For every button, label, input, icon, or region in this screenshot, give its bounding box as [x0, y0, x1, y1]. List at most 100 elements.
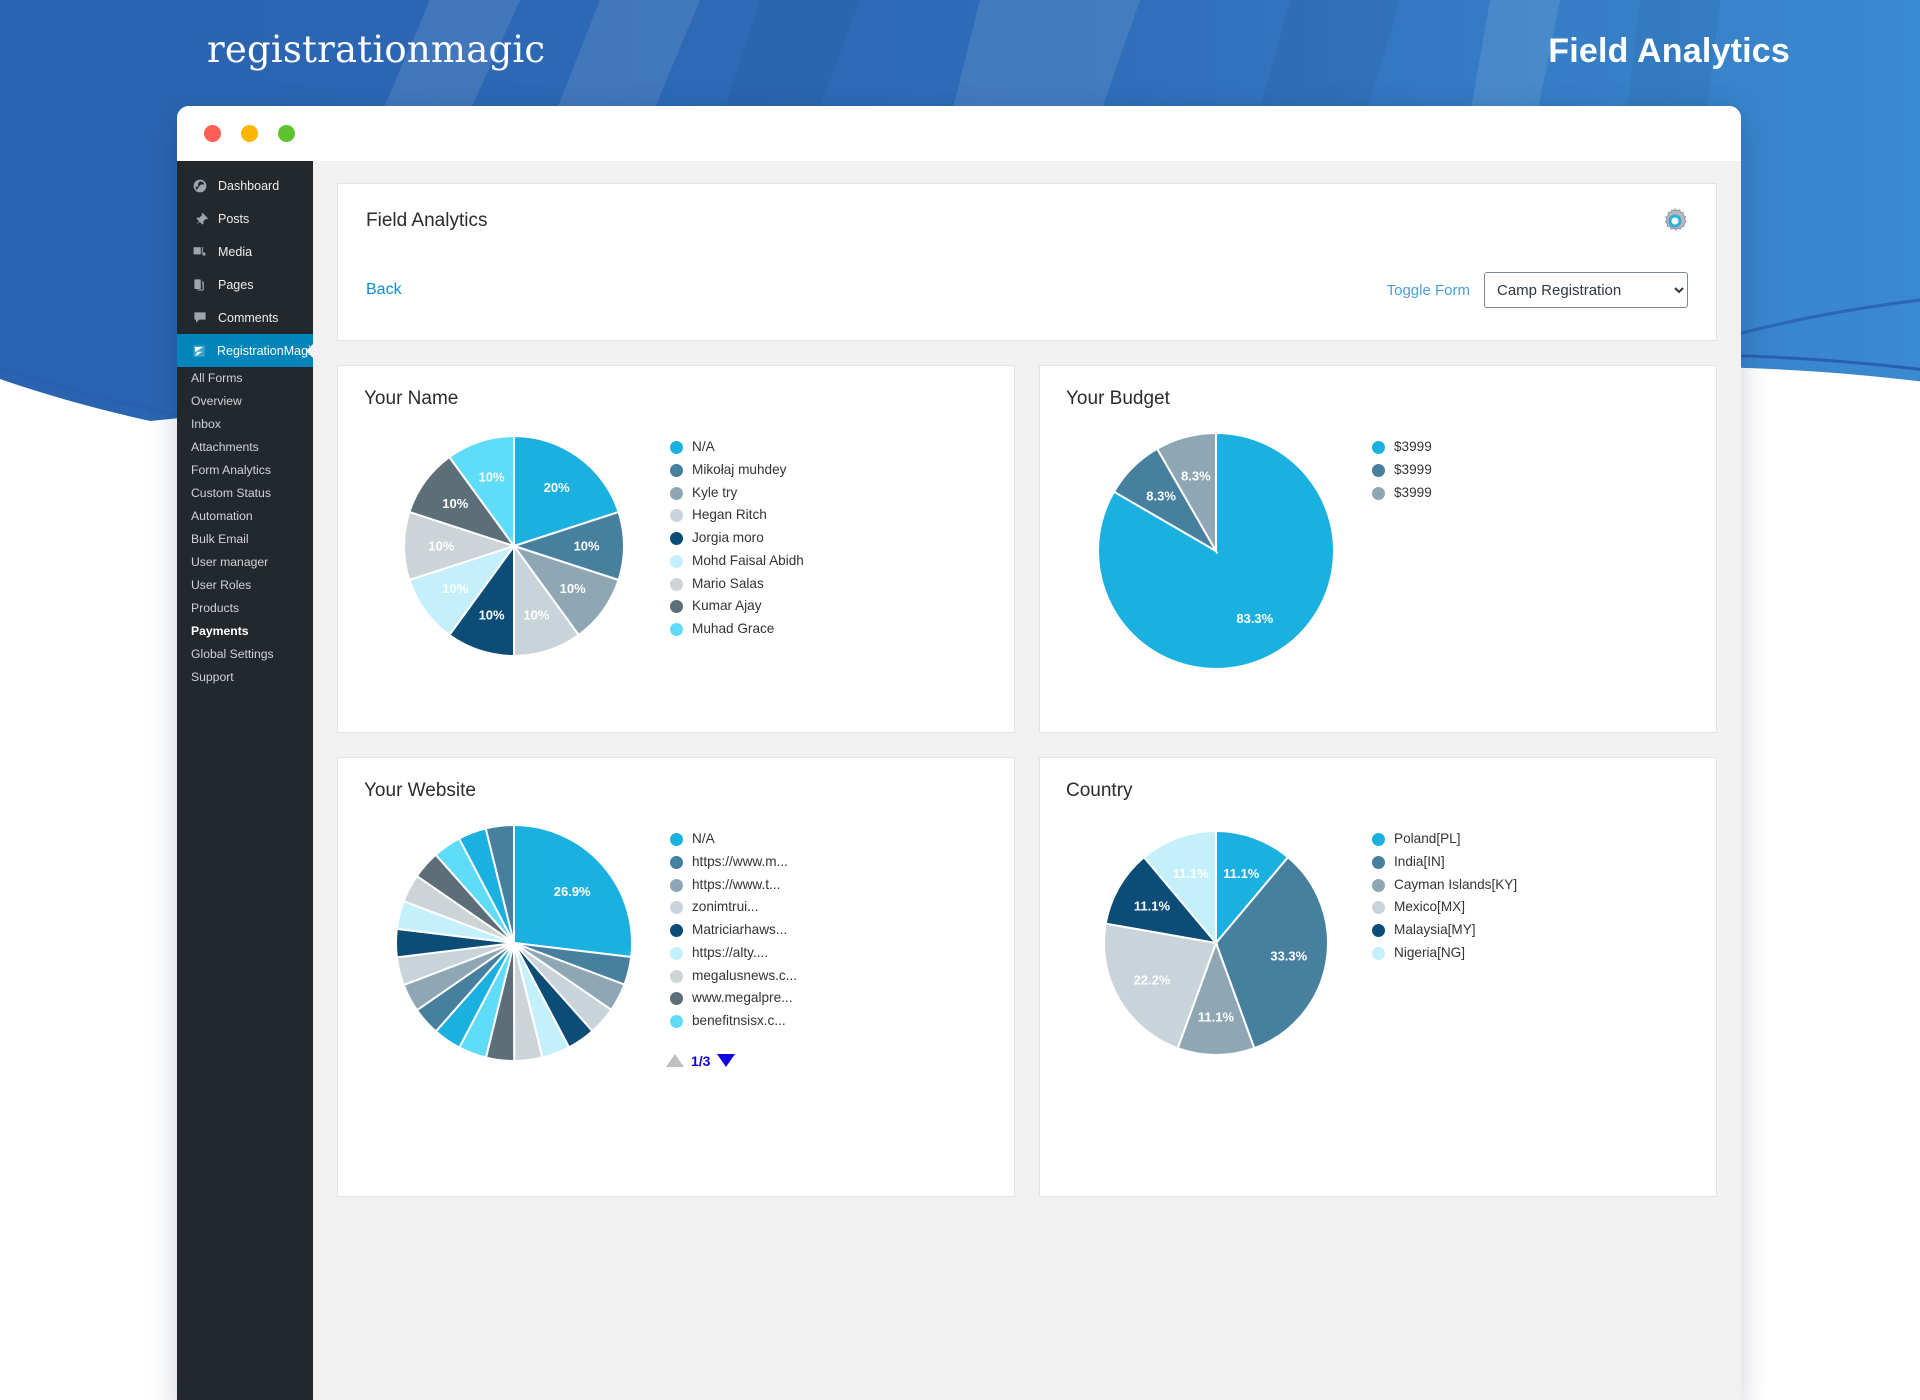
legend-label: https://www.m... [692, 853, 788, 869]
sidebar-item-posts[interactable]: Posts [177, 202, 313, 235]
triangle-down-icon[interactable] [717, 1054, 736, 1068]
legend-label: Hegan Ritch [692, 507, 767, 523]
pie-slice[interactable] [1142, 829, 1217, 946]
sidebar-subitem-form-analytics[interactable]: Form Analytics [191, 463, 271, 477]
dashboard-icon [191, 177, 208, 194]
legend-label: https://alty.... [692, 944, 769, 960]
triangle-up-icon[interactable] [666, 1054, 684, 1068]
sidebar-subitem-user-manager[interactable]: User manager [191, 555, 269, 569]
legend-item[interactable]: Jorgia moro [670, 529, 988, 548]
close-dot[interactable] [204, 125, 221, 142]
pie-slice[interactable] [484, 823, 515, 944]
pie-svg: 20% 10% 10% 10% 10% 10% 10% 10% 10% [402, 434, 626, 658]
legend-item[interactable]: Kyle try [670, 484, 988, 503]
legend-item[interactable]: zonimtrui... [670, 898, 988, 917]
pie-slice-label: 11.1% [1173, 866, 1210, 881]
legend-item[interactable]: Mexico[MX] [1372, 898, 1690, 917]
panel-toolbar: Back Toggle Form Camp Registration [366, 272, 1688, 308]
legend-item[interactable]: $3999 [1372, 484, 1690, 503]
sidebar-subitem-payments[interactable]: Payments [191, 624, 249, 638]
legend-item[interactable]: https://www.t... [670, 876, 988, 895]
sidebar-item-pages[interactable]: Pages [177, 268, 313, 301]
card-your-website: Your Website 26.9% N/A https://www.m... ht… [337, 757, 1015, 1197]
pie-slice[interactable] [1104, 855, 1219, 945]
sidebar-item-label: Dashboard [218, 178, 280, 193]
legend-label: benefitnsisx.c... [692, 1013, 786, 1028]
wp-admin-sidebar: Dashboard Posts Media Pages [177, 161, 317, 1400]
legend-item[interactable]: Muhad Grace [670, 620, 988, 639]
sidebar-subitem-inbox[interactable]: Inbox [191, 417, 221, 431]
pie-svg: 26.9% [394, 823, 633, 1063]
legend-label: N/A [692, 831, 715, 846]
legend-item[interactable]: N/A [670, 830, 988, 849]
card-title: Your Name [364, 388, 459, 409]
legend-item[interactable]: Malaysia[MY] [1372, 921, 1690, 940]
legend-label: $3999 [1394, 484, 1432, 500]
back-link[interactable]: Back [366, 281, 402, 298]
legend-swatch [1372, 463, 1385, 477]
legend-item[interactable]: Nigeria[NG] [1372, 944, 1690, 963]
gear-icon[interactable] [1660, 206, 1690, 236]
legend-item[interactable]: www.megalpre... [670, 989, 988, 1008]
pie-slice[interactable] [1214, 855, 1329, 1050]
legend-swatch [670, 509, 683, 523]
pie-slice-label: 8.3% [1146, 488, 1176, 503]
legend-item[interactable]: $3999 [1372, 461, 1690, 480]
sidebar-subitem-products[interactable]: Products [191, 601, 240, 615]
pie-slice[interactable] [1103, 922, 1218, 1050]
form-select[interactable]: Camp Registration [1484, 272, 1688, 308]
sidebar-subitem-attachments[interactable]: Attachments [191, 440, 259, 454]
legend-item[interactable]: Kumar Ajay [670, 597, 988, 616]
sidebar-item-media[interactable]: Media [177, 235, 313, 268]
charts-grid: Your Name 20% 10% 10% 10% 10% 10% 10% 10% 10% N/… [337, 365, 1717, 1197]
pie-slice[interactable] [513, 434, 620, 548]
pie-slice[interactable] [1097, 431, 1335, 670]
legend-item[interactable]: Hegan Ritch [670, 506, 988, 525]
legend-item[interactable]: India[IN] [1372, 853, 1690, 872]
pie-slice[interactable] [513, 823, 633, 959]
sidebar-item-comments[interactable]: Comments [177, 301, 313, 334]
legend-item[interactable]: N/A [670, 438, 988, 457]
pie-slice-label: 8.3% [1181, 468, 1211, 483]
legend-label: Mohd Faisal Abidh [692, 552, 804, 568]
sidebar-subitem-custom-status[interactable]: Custom Status [191, 486, 271, 500]
legend-item[interactable]: $3999 [1372, 438, 1690, 457]
pie-slice[interactable] [1215, 829, 1290, 946]
legend-swatch [670, 924, 683, 937]
sidebar-item-label: RegistrationMagic [217, 343, 318, 358]
legend-item[interactable]: Matriciarhaws... [670, 921, 988, 940]
sidebar-subitem-all-forms[interactable]: All Forms [191, 371, 243, 385]
legend-swatch [670, 833, 683, 846]
legend-item[interactable]: Mario Salas [670, 575, 988, 594]
pie-slice[interactable] [447, 434, 515, 550]
sidebar-subitem-user-roles[interactable]: User Roles [191, 578, 252, 592]
sidebar-subitem-overview[interactable]: Overview [191, 394, 242, 408]
sidebar-subitem-automation[interactable]: Automation [191, 509, 253, 523]
legend-label: Mexico[MX] [1394, 899, 1466, 915]
zoom-dot[interactable] [278, 125, 295, 142]
legend-swatch [670, 878, 683, 892]
brand-logo: registrationmagic [207, 28, 546, 71]
pie-slice-label: 26.9% [554, 884, 591, 899]
legend-item[interactable]: Poland[PL] [1372, 830, 1690, 849]
pie-chart-your-website: 26.9% [364, 808, 664, 1078]
legend-item[interactable]: megalusnews.c... [670, 967, 988, 986]
legend-item[interactable]: Mohd Faisal Abidh [670, 552, 988, 571]
legend-item[interactable]: https://alty.... [670, 944, 988, 963]
sidebar-item-registrationmagic[interactable]: RegistrationMagic [177, 334, 317, 367]
sidebar-subitem-bulk-email[interactable]: Bulk Email [191, 532, 249, 546]
sidebar-subitem-support[interactable]: Support [191, 670, 234, 684]
pie-slice-label: 10% [442, 581, 468, 596]
sidebar-item-dashboard[interactable]: Dashboard [177, 169, 313, 202]
legend-item[interactable]: Mikołaj muhdey [670, 461, 988, 480]
pie-slice[interactable] [1155, 431, 1217, 555]
pie-slice[interactable] [1176, 940, 1256, 1056]
minimize-dot[interactable] [241, 125, 258, 142]
pager-text: 1/3 [691, 1052, 711, 1069]
legend-item[interactable]: Cayman Islands[KY] [1372, 876, 1690, 895]
legend-item[interactable]: benefitnsisx.c... [670, 1012, 988, 1031]
sidebar-subitem-global-settings[interactable]: Global Settings [191, 647, 274, 661]
legend-item[interactable]: https://www.m... [670, 853, 988, 872]
legend-label: $3999 [1394, 461, 1432, 477]
legend-label: Mario Salas [692, 575, 764, 591]
